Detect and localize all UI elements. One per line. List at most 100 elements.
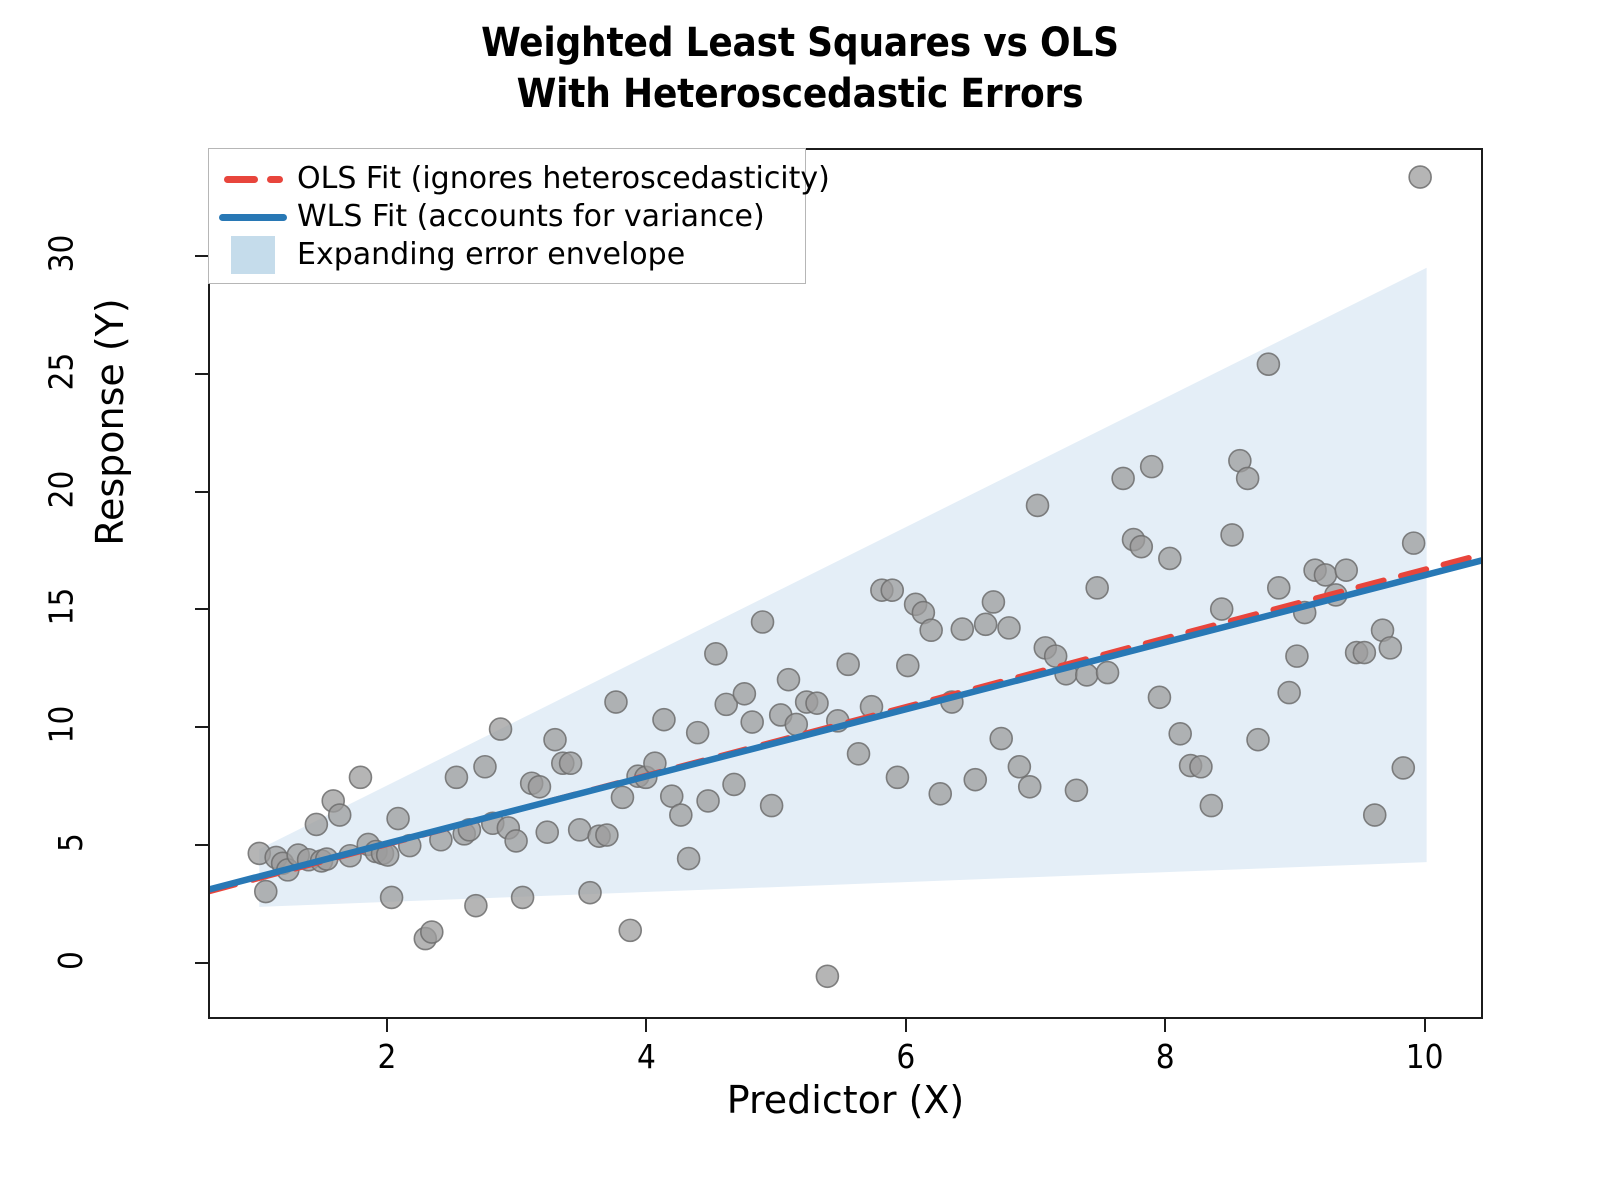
data-point [604,690,628,714]
data-point [543,727,567,752]
data-point [928,782,953,806]
data-point [535,820,560,845]
data-point [740,710,764,734]
legend: OLS Fit (ignores heteroscedasticity) WLS… [208,148,830,284]
data-point [304,812,329,837]
data-point [1401,531,1426,555]
data-point [464,893,488,918]
data-point [759,793,784,818]
data-point [1007,754,1032,779]
data-point [1129,534,1154,559]
y-tick-label: 20 [41,470,81,509]
data-point [1064,778,1089,803]
data-point [919,618,943,643]
data-point [618,918,643,943]
data-point [253,879,278,904]
y-tick-label: 10 [41,705,81,744]
data-point [652,707,676,732]
data-point [1277,680,1301,705]
data-point [714,692,739,717]
data-point [1147,685,1172,710]
data-point [1111,466,1135,491]
data-point [1220,523,1244,547]
legend-key-solid-line-icon [209,199,297,235]
data-point [685,720,710,745]
data-point [1256,352,1281,377]
y-tick-label: 5 [51,832,91,852]
data-point [1158,546,1182,571]
data-point [1362,803,1387,827]
data-point [973,612,998,637]
data-point [669,803,693,827]
data-point [1168,722,1192,746]
x-tick-label: 8 [1155,1037,1175,1076]
x-tick-label: 10 [1405,1037,1444,1076]
data-point [704,641,728,666]
data-point [659,784,684,808]
data-point [1285,644,1309,668]
x-axis-label: Predictor (X) [726,1078,965,1122]
legend-label-wls: WLS Fit (accounts for variance) [297,199,765,234]
plot-area [208,148,1483,1019]
data-point [1313,563,1338,587]
data-point [1408,165,1432,189]
y-axis-label: Response (Y) [88,298,132,546]
y-tick-mark [195,255,208,258]
y-tick-label: 0 [51,950,91,970]
data-point [1095,660,1120,685]
data-point [732,681,757,706]
data-point [1266,576,1291,600]
data-point [963,767,988,792]
data-point [488,717,513,741]
data-point [1189,754,1213,779]
data-point [504,829,528,853]
data-point [527,774,552,799]
data-point [880,578,905,603]
chart-title-line1: Weighted Least Squares vs OLS [481,20,1119,66]
y-tick-mark [195,843,208,846]
data-point [1391,756,1416,780]
legend-label-ols: OLS Fit (ignores heteroscedasticity) [297,161,830,196]
wls-fit-line [210,557,1481,893]
data-point [1334,558,1359,582]
data-point [444,765,469,790]
y-tick-mark [195,726,208,729]
data-point [1352,640,1377,665]
data-point [885,765,910,790]
y-tick-label: 30 [41,234,81,273]
data-point [696,789,720,813]
legend-key-patch-icon [209,236,297,274]
data-point [1378,636,1403,660]
chart-title-line2: With Heteroscedastic Errors [516,71,1084,118]
x-tick-mark [1423,1019,1426,1032]
data-point [473,754,497,779]
legend-item-envelope: Expanding error envelope [209,236,805,274]
y-tick-label: 25 [41,352,81,391]
x-tick-mark [904,1019,907,1032]
data-point [846,742,871,766]
data-point [348,765,373,790]
data-point [997,616,1021,640]
legend-key-dashed-line-icon [209,161,297,197]
data-point [1246,727,1270,752]
x-tick-mark [645,1019,648,1032]
x-tick-label: 6 [896,1037,916,1076]
data-point [836,652,860,677]
data-point [1139,454,1164,479]
data-point [750,610,775,634]
data-point [815,964,840,989]
data-point [805,691,829,716]
data-point [1199,793,1224,818]
x-tick-mark [385,1019,388,1032]
data-point [1209,597,1234,621]
data-point [327,803,352,827]
data-point [896,653,920,678]
data-point [578,880,602,905]
y-tick-mark [195,490,208,493]
data-point [1085,576,1109,600]
data-point [1017,774,1042,799]
data-point [722,772,746,797]
legend-item-ols: OLS Fit (ignores heteroscedasticity) [209,161,830,197]
data-point [989,726,1014,751]
